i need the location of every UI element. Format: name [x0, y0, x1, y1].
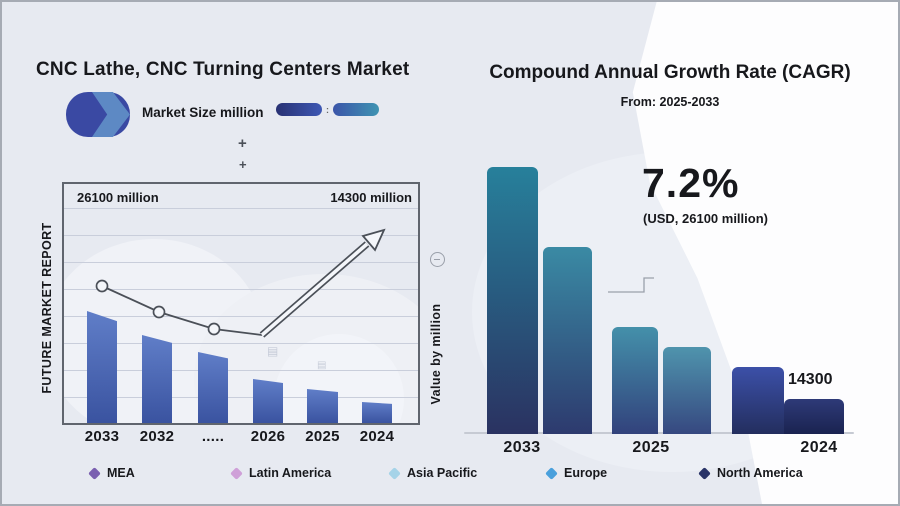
zoom-out-icon — [430, 252, 445, 267]
legend-diamond-icon — [388, 466, 401, 480]
legend-label: MEA — [107, 466, 135, 480]
legend-diamond-icon — [698, 466, 711, 480]
legend-label: Latin America — [249, 466, 332, 480]
legend-diamond-icon — [230, 466, 243, 480]
legend-item-north-america: North America — [698, 466, 803, 480]
left-bar-2025 — [307, 389, 338, 423]
left-bar-2026 — [253, 379, 283, 423]
left-x-label: 2024 — [359, 428, 395, 445]
legend-label: North America — [717, 466, 803, 480]
right-bar-2033-1 — [487, 167, 538, 434]
right-chart-subtitle: From: 2025-2033 — [620, 95, 720, 109]
left-bar-2033 — [87, 311, 117, 423]
legend-diamond-icon — [88, 466, 101, 480]
right-bar-2025-2 — [663, 347, 711, 434]
left-x-axis-labels: 2033 2032..... 2026 2025 2024 — [64, 428, 418, 448]
right-chart-axis-line — [464, 432, 854, 434]
market-size-icon — [66, 92, 130, 137]
right-x-label: 2025 — [632, 439, 670, 456]
right-chart-title: Compound Annual Growth Rate (CAGR) — [489, 62, 851, 83]
left-x-label: 2025 — [305, 428, 340, 445]
right-y-axis-label: Value by million — [429, 303, 443, 405]
left-bar-2024 — [362, 402, 392, 423]
legend-item-mea: MEA — [88, 466, 135, 480]
cagr-detail: (USD, 26100 million) — [643, 211, 768, 226]
right-bar-2024-2 — [784, 399, 844, 434]
watermark-table-icon: ▤ — [317, 360, 327, 371]
legend-item-europe: Europe — [545, 466, 608, 480]
watermark-table-icon: ▤ — [267, 344, 279, 358]
right-x-label: 2024 — [800, 439, 838, 456]
pill-teal-icon — [333, 103, 379, 116]
plus-mark-icon: + — [239, 157, 247, 172]
gradient-pills-decoration: : — [276, 103, 379, 116]
region-legend: MEA Latin America Asia Pacific Europe North … — [2, 466, 898, 488]
right-bar-2033-2 — [543, 247, 592, 434]
cagr-value: 7.2% — [642, 160, 740, 206]
market-size-label: Market Size million — [142, 105, 264, 120]
left-x-label: ..... — [201, 428, 225, 445]
left-y-axis-label: FUTURE MARKET REPORT — [40, 222, 54, 394]
legend-item-latin-america: Latin America — [230, 466, 332, 480]
left-bar-..... — [198, 352, 228, 423]
right-bar-2024-1 — [732, 367, 784, 434]
left-x-label: 2033 — [84, 428, 120, 445]
left-bars-container — [64, 184, 418, 423]
left-x-label: 2032 — [139, 428, 175, 445]
left-chart-title: CNC Lathe, CNC Turning Centers Market — [36, 59, 410, 80]
right-bar-2025-1 — [612, 327, 658, 434]
bar-value-annotation: 14300 — [788, 371, 833, 388]
legend-label: Asia Pacific — [407, 466, 478, 480]
max-value-annotation: 26100 million — [77, 190, 159, 205]
left-bar-2032 — [142, 335, 172, 423]
legend-diamond-icon — [545, 466, 558, 480]
legend-label: Europe — [564, 466, 608, 480]
pill-colon: : — [326, 104, 329, 115]
step-line-decoration — [608, 277, 654, 293]
min-value-annotation: 14300 million — [330, 190, 412, 205]
legend-item-asia-pacific: Asia Pacific — [388, 466, 478, 480]
right-x-label: 2033 — [503, 439, 541, 456]
pill-navy-icon — [276, 103, 322, 116]
left-x-label: 2026 — [250, 428, 286, 445]
plus-mark-icon: + — [238, 135, 247, 152]
